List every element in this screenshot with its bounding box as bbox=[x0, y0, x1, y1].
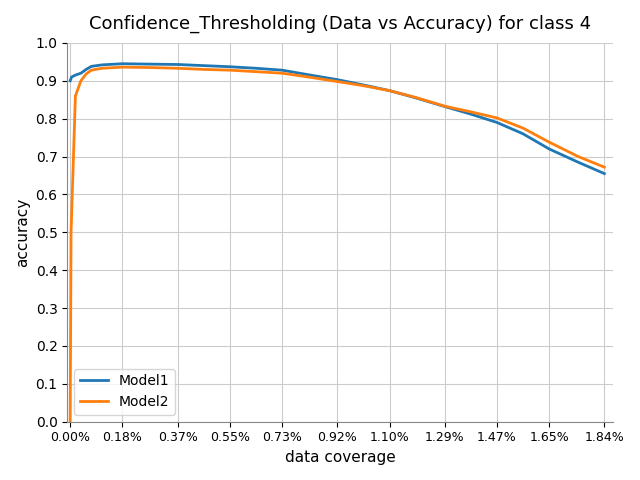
Model2 bbox=[226, 67, 234, 73]
Model2 bbox=[305, 74, 312, 80]
Model1 bbox=[68, 74, 76, 80]
Model1 bbox=[67, 78, 74, 84]
Model2 bbox=[145, 65, 152, 71]
Model1 bbox=[99, 62, 106, 68]
Model1 bbox=[333, 77, 341, 83]
Model2 bbox=[88, 67, 95, 73]
Model1 bbox=[412, 95, 419, 101]
Model2 bbox=[252, 69, 260, 74]
Model1 bbox=[88, 63, 95, 69]
Title: Confidence_Thresholding (Data vs Accuracy) for class 4: Confidence_Thresholding (Data vs Accurac… bbox=[89, 15, 591, 33]
Model1 bbox=[226, 64, 234, 70]
Model2 bbox=[574, 154, 582, 159]
Line: Model1: Model1 bbox=[70, 64, 604, 174]
Model2 bbox=[545, 139, 553, 145]
Model1 bbox=[360, 82, 367, 88]
Y-axis label: accuracy: accuracy bbox=[15, 198, 30, 267]
Model2 bbox=[278, 70, 286, 76]
X-axis label: data coverage: data coverage bbox=[285, 450, 396, 465]
Model1 bbox=[386, 88, 394, 94]
Model1 bbox=[72, 72, 79, 78]
Model1 bbox=[545, 146, 553, 152]
Model1 bbox=[600, 171, 608, 177]
Model2 bbox=[519, 125, 527, 131]
Model1 bbox=[574, 159, 582, 165]
Line: Model2: Model2 bbox=[70, 67, 604, 422]
Model1 bbox=[467, 111, 475, 117]
Model1 bbox=[77, 70, 84, 76]
Model2 bbox=[83, 71, 90, 77]
Model1 bbox=[493, 120, 500, 125]
Model2 bbox=[200, 67, 207, 72]
Model2 bbox=[493, 115, 500, 121]
Model2 bbox=[360, 83, 367, 89]
Model2 bbox=[173, 65, 181, 71]
Model1 bbox=[519, 131, 527, 137]
Model1 bbox=[200, 63, 207, 69]
Model1 bbox=[441, 104, 449, 109]
Model2 bbox=[386, 88, 394, 94]
Model1 bbox=[278, 67, 286, 73]
Model2 bbox=[118, 64, 126, 70]
Model2 bbox=[467, 109, 475, 115]
Model2 bbox=[600, 164, 608, 170]
Model1 bbox=[83, 67, 90, 72]
Model1 bbox=[145, 61, 152, 67]
Model2 bbox=[67, 419, 74, 425]
Model2 bbox=[72, 93, 79, 99]
Model1 bbox=[305, 72, 312, 78]
Model2 bbox=[99, 65, 106, 71]
Model2 bbox=[333, 79, 341, 84]
Model2 bbox=[441, 103, 449, 109]
Model1 bbox=[118, 61, 126, 67]
Legend: Model1, Model2: Model1, Model2 bbox=[74, 369, 175, 415]
Model2 bbox=[77, 78, 84, 84]
Model1 bbox=[173, 61, 181, 67]
Model2 bbox=[67, 229, 75, 235]
Model1 bbox=[252, 65, 260, 71]
Model2 bbox=[412, 95, 419, 100]
